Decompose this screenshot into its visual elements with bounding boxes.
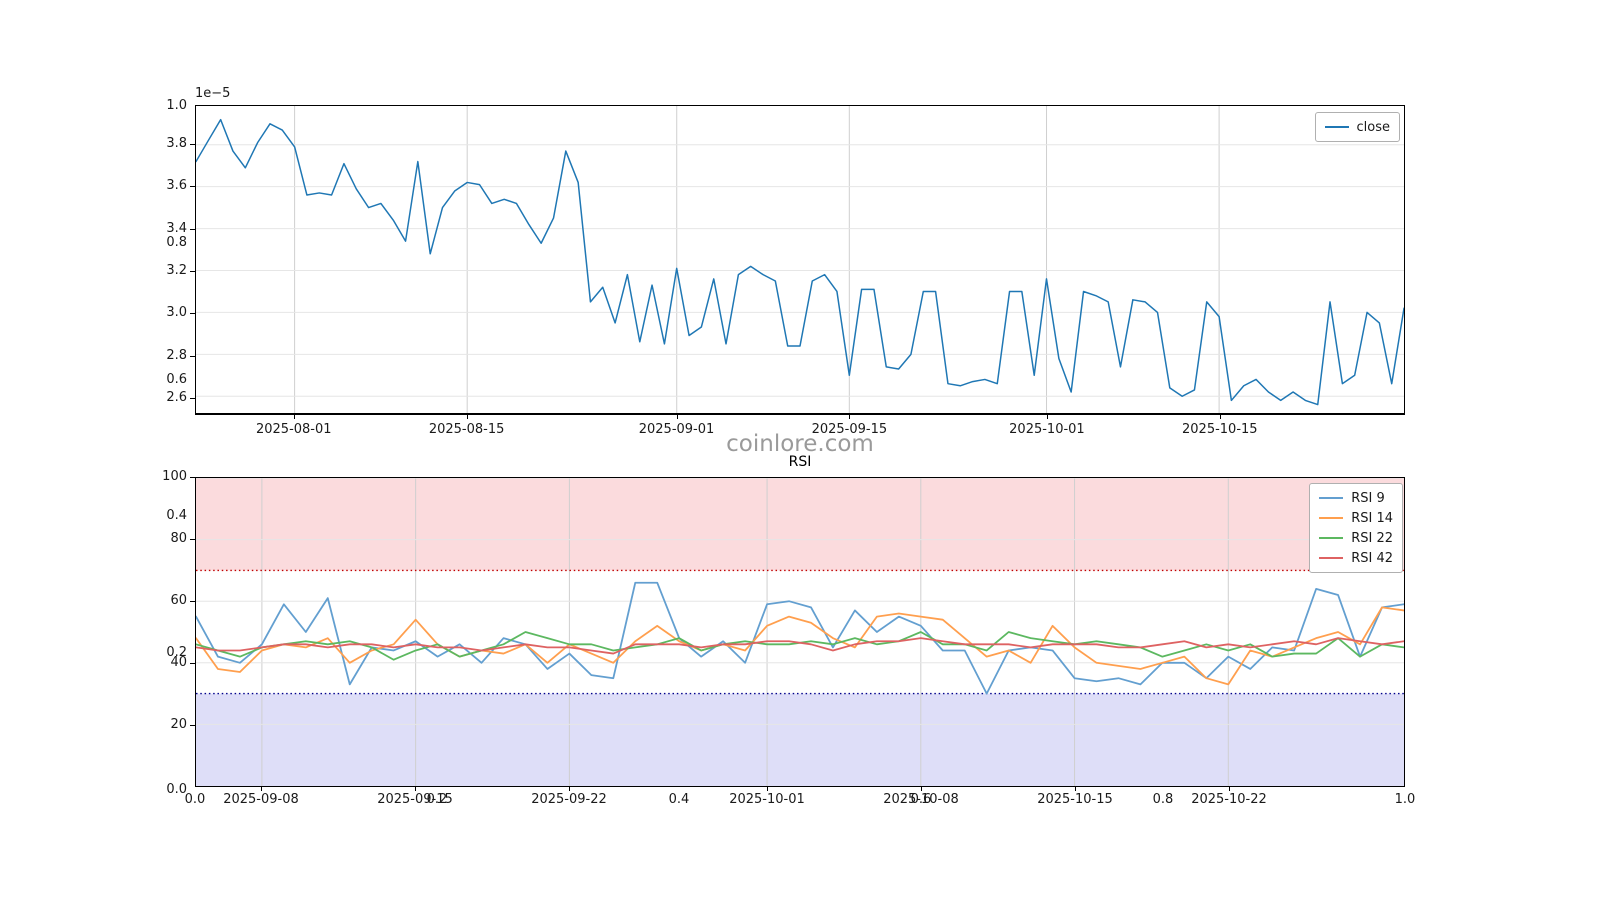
tick-mark (1075, 787, 1076, 791)
tick-mark (190, 477, 195, 478)
x-tick-label: 2025-10-15 (1037, 792, 1113, 807)
overlay-y-tick-label: 0.4 (166, 508, 187, 524)
x-tick-label: 2025-10-15 (1182, 422, 1258, 437)
tick-mark (849, 415, 851, 419)
tick-mark (293, 415, 295, 419)
y-tick-label: 3.2 (166, 263, 187, 279)
tick-mark (190, 601, 195, 602)
legend-item: close (1324, 117, 1390, 137)
watermark: coinlore.com (726, 431, 874, 457)
rsi-chart-canvas (196, 478, 1404, 786)
legend-line-sample (1319, 557, 1344, 559)
y-tick-label: 2.6 (166, 390, 187, 406)
rsi-chart-title: RSI (788, 454, 812, 470)
y-tick-label: 80 (170, 531, 187, 546)
legend-label: RSI 9 (1351, 490, 1385, 506)
overlay-x-tick-label: 0.6 (910, 792, 932, 807)
y-tick-label: 20 (170, 717, 187, 732)
x-tick-label: 2025-09-15 (811, 422, 888, 437)
legend-line-sample (1324, 126, 1349, 128)
legend-label: RSI 42 (1351, 550, 1393, 566)
x-tick-label: 2025-08-01 (255, 422, 332, 437)
tick-mark (569, 787, 570, 791)
x-tick-label: 2025-09-22 (531, 792, 607, 807)
tick-mark (190, 663, 195, 664)
tick-mark (921, 787, 922, 791)
overlay-x-tick-label: 0.0 (184, 792, 206, 807)
x-tick-label: 2025-09-08 (223, 792, 299, 807)
legend-label: RSI 22 (1351, 530, 1393, 546)
tick-mark (190, 398, 195, 400)
y-axis-offset-text: 1e−5 (195, 86, 231, 101)
tick-mark (190, 539, 195, 540)
legend-label: RSI 14 (1351, 510, 1393, 526)
legend-item: RSI 9 (1319, 488, 1393, 508)
overlay-x-tick-label: 0.2 (426, 792, 448, 807)
y-tick-label: 60 (170, 593, 187, 608)
overlay-y-tick-label: 0.2 (166, 645, 187, 661)
overlay-x-tick-label: 0.8 (1152, 792, 1174, 807)
price-chart-plot-area (195, 105, 1405, 415)
overlay-x-tick-label: 0.4 (668, 792, 690, 807)
tick-mark (1229, 787, 1230, 791)
overlay-y-tick-label: 0.0 (166, 782, 187, 797)
x-tick-label: 2025-09-01 (638, 422, 715, 437)
legend-line-sample (1319, 537, 1344, 539)
y-tick-label: 3.6 (166, 178, 187, 194)
overlay-y-tick-label: 0.6 (166, 371, 187, 387)
tick-mark (261, 787, 262, 791)
tick-mark (190, 271, 195, 273)
legend-line-sample (1319, 517, 1344, 519)
tick-mark (415, 787, 416, 791)
x-tick-label: 2025-08-15 (428, 422, 505, 437)
x-tick-label: 2025-10-08 (883, 792, 959, 807)
legend-label: close (1356, 119, 1390, 135)
tick-mark (1219, 415, 1221, 419)
tick-mark (676, 415, 678, 419)
rsi-chart-plot-area (195, 477, 1405, 787)
y-tick-label: 3.0 (166, 305, 187, 321)
price-chart-canvas (196, 106, 1404, 413)
x-tick-label: 2025-10-01 (729, 792, 805, 807)
legend-item: RSI 42 (1319, 548, 1393, 568)
x-tick-label: 2025-10-22 (1191, 792, 1267, 807)
overlay-x-tick-label: 1.0 (1394, 792, 1416, 807)
legend-item: RSI 22 (1319, 528, 1393, 548)
x-tick-label: 2025-10-01 (1009, 422, 1085, 437)
tick-mark (190, 144, 195, 146)
tick-mark (1046, 415, 1048, 419)
legend-item: RSI 14 (1319, 508, 1393, 528)
tick-mark (190, 725, 195, 726)
x-tick-label: 2025-09-15 (377, 792, 453, 807)
y-tick-label: 100 (162, 469, 187, 484)
tick-mark (190, 355, 195, 357)
y-tick-label: 3.4 (166, 220, 187, 236)
tick-mark (767, 787, 768, 791)
overlay-y-tick-label: 1.0 (166, 98, 187, 113)
tick-mark (190, 228, 195, 230)
tick-mark (466, 415, 468, 419)
rsi-legend: RSI 9 RSI 14 RSI 22 RSI 42 (1309, 483, 1403, 573)
overlay-y-tick-label: 0.8 (166, 234, 187, 250)
tick-mark (190, 186, 195, 188)
tick-mark (190, 313, 195, 315)
legend-line-sample (1319, 497, 1344, 499)
price-legend: close (1314, 112, 1400, 142)
y-tick-label: 3.8 (166, 136, 187, 152)
y-tick-label: 40 (170, 655, 187, 670)
y-tick-label: 2.8 (166, 347, 187, 363)
